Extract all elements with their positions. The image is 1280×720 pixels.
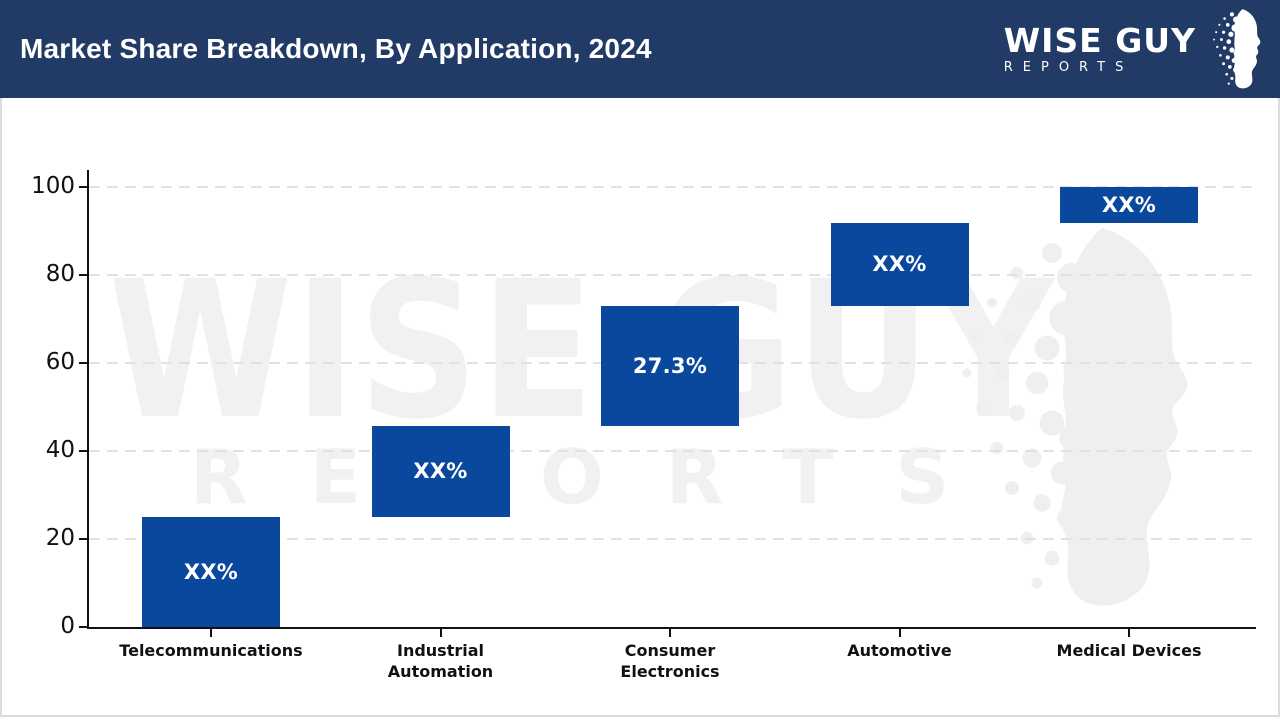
brand-logo: WISE GUY REPORTS [1004, 7, 1266, 91]
y-tick-mark [79, 274, 87, 276]
bar-segment: XX% [142, 517, 280, 627]
y-tick-mark [79, 538, 87, 540]
y-axis [87, 170, 89, 629]
x-axis [87, 627, 1256, 629]
bar-value-label: XX% [413, 459, 468, 484]
y-tick-label: 40 [45, 437, 75, 463]
bar-segment: 27.3% [601, 305, 739, 426]
x-tick-mark [439, 629, 442, 637]
y-tick-mark [79, 362, 87, 364]
bar-value-label: XX% [183, 560, 239, 584]
y-tick-label: 60 [45, 349, 75, 375]
y-tick-label: 0 [60, 613, 75, 639]
gridline [89, 450, 1256, 452]
y-tick-label: 100 [31, 173, 75, 199]
brand-logo-text: WISE GUY REPORTS [1004, 24, 1196, 74]
watermark-subtitle: REPORTS [190, 433, 1012, 521]
bar-segment: XX% [371, 425, 510, 517]
x-category-label: Medical Devices [1056, 641, 1202, 660]
bar-value-label: 27.3% [632, 353, 708, 378]
x-tick-mark [210, 629, 212, 637]
y-tick-label: 80 [45, 261, 75, 287]
y-tick-mark [79, 186, 87, 188]
x-tick-mark [1128, 629, 1130, 637]
header: Market Share Breakdown, By Application, … [0, 0, 1280, 98]
x-tick-mark [669, 629, 671, 637]
bar-value-label: XX% [872, 252, 927, 277]
y-tick-label: 20 [45, 525, 75, 551]
gridline [89, 274, 1256, 276]
page-title: Market Share Breakdown, By Application, … [20, 33, 652, 64]
x-tick-mark [898, 629, 901, 637]
bar-segment: XX% [830, 223, 969, 306]
y-tick-mark [79, 626, 87, 628]
y-tick-mark [79, 450, 87, 452]
x-category-label: Automotive [847, 641, 952, 660]
gridline [89, 538, 1256, 540]
x-category-label: Telecommunications [119, 641, 303, 660]
bar-segment: XX% [1060, 187, 1198, 224]
x-category-label: Consumer Electronics [620, 641, 720, 681]
gridline [89, 186, 1256, 188]
x-category-label: Industrial Automation [387, 641, 494, 681]
bar-value-label: XX% [1101, 193, 1157, 218]
logo-wordmark: WISE GUY [1003, 21, 1196, 60]
logo-subtitle: REPORTS [1003, 60, 1134, 75]
